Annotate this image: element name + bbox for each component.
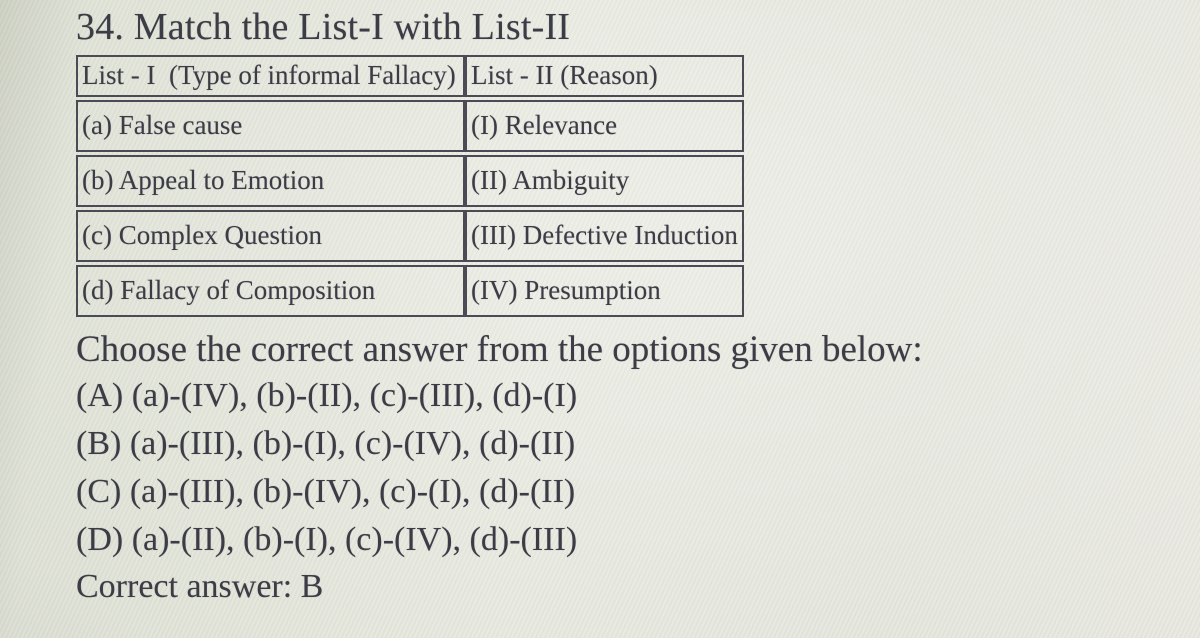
table-cell-iii: (III) Defective Induction <box>465 210 744 262</box>
question-title: 34. Match the List-I with List-II <box>76 6 571 48</box>
match-table: List - I (Type of informal Fallacy) List… <box>76 52 744 320</box>
table-cell-iv: (IV) Presumption <box>465 265 744 317</box>
option-c: (C) (a)-(III), (b)-(IV), (c)-(I), (d)-(I… <box>76 473 576 510</box>
table-cell-i: (I) Relevance <box>465 100 744 152</box>
answer-prompt: Choose the correct answer from the optio… <box>76 329 923 370</box>
question-document: 34. Match the List-I with List-II List -… <box>76 4 1146 610</box>
table-cell-b: (b) Appeal to Emotion <box>76 155 465 207</box>
table-cell-ii: (II) Ambiguity <box>465 155 744 207</box>
table-cell-c: (c) Complex Question <box>76 210 465 262</box>
table-cell-d: (d) Fallacy of Composition <box>76 265 465 317</box>
option-b: (B) (a)-(III), (b)-(I), (c)-(IV), (d)-(I… <box>76 425 576 462</box>
option-d: (D) (a)-(II), (b)-(I), (c)-(IV), (d)-(II… <box>76 521 578 558</box>
table-header-list2: List - II (Reason) <box>465 55 744 97</box>
table-row: (b) Appeal to Emotion (II) Ambiguity <box>76 155 744 207</box>
table-row: (d) Fallacy of Composition (IV) Presumpt… <box>76 265 744 317</box>
table-header-list1: List - I (Type of informal Fallacy) <box>76 55 465 97</box>
table-row: (a) False cause (I) Relevance <box>76 100 744 152</box>
option-a: (A) (a)-(IV), (b)-(II), (c)-(III), (d)-(… <box>76 377 578 414</box>
table-cell-a: (a) False cause <box>76 100 465 152</box>
correct-answer: Correct answer: B <box>76 568 324 605</box>
table-header-row: List - I (Type of informal Fallacy) List… <box>76 55 744 97</box>
table-row: (c) Complex Question (III) Defective Ind… <box>76 210 744 262</box>
options-list: (A) (a)-(IV), (b)-(II), (c)-(III), (d)-(… <box>76 372 1146 564</box>
